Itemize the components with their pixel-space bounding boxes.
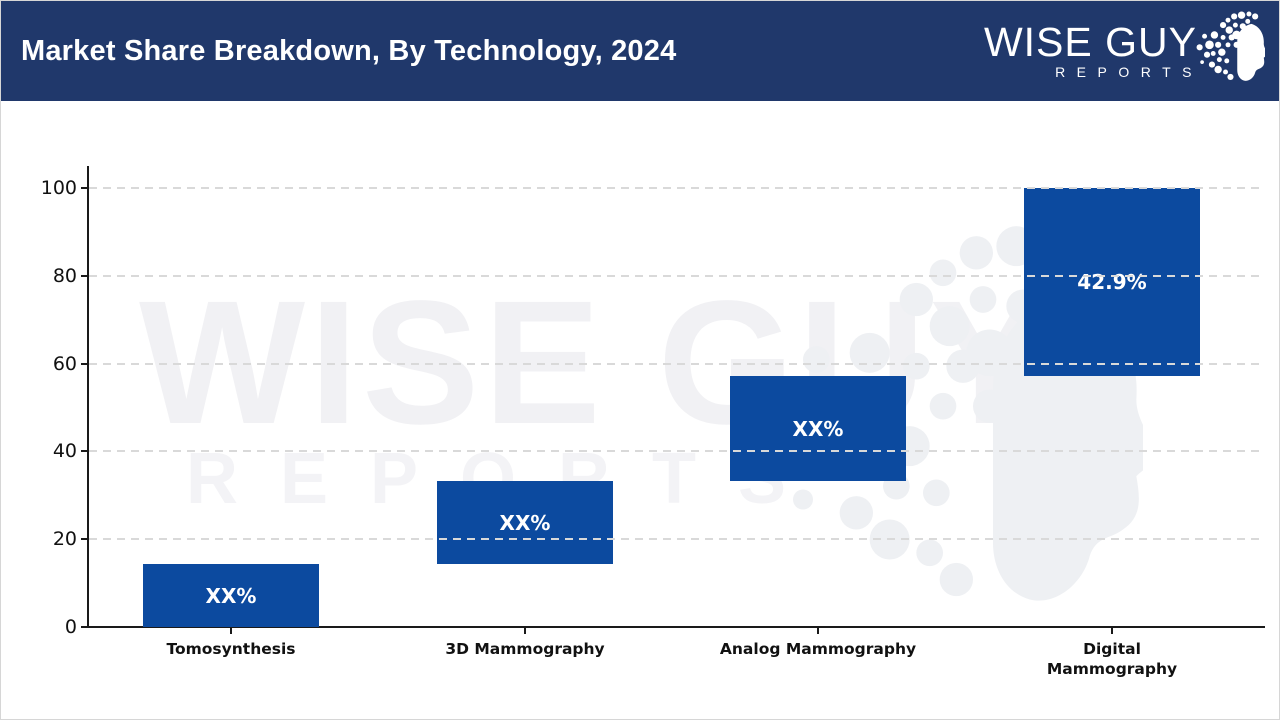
y-axis-tick-label: 100 <box>40 177 77 199</box>
gridline <box>89 274 1263 277</box>
bar-value-label: XX% <box>205 583 257 608</box>
gridline <box>89 187 1263 189</box>
page-title: Market Share Breakdown, By Technology, 2… <box>21 34 677 67</box>
wiseguy-logo: WISE GUY REPORTS <box>984 7 1279 95</box>
logo-subtitle: REPORTS <box>1055 64 1203 80</box>
x-axis-line <box>87 626 1265 628</box>
y-axis-line <box>87 166 89 628</box>
bar-segment: XX% <box>143 564 319 627</box>
category-label: Analog Mammography <box>719 640 917 658</box>
gridline <box>89 538 1263 541</box>
logo-wordmark: WISE GUY <box>983 19 1197 65</box>
category-label: Digital Mammography <box>1046 640 1178 678</box>
x-axis-tick <box>817 627 819 634</box>
header-band: Market Share Breakdown, By Technology, 2… <box>1 1 1279 101</box>
category-label: 3D Mammography <box>445 640 605 658</box>
y-axis-tick <box>81 450 89 453</box>
y-axis-tick-label: 0 <box>64 616 77 638</box>
y-axis-tick <box>81 274 89 277</box>
bar-value-label: 42.9% <box>1077 270 1147 295</box>
bar-value-label: XX% <box>792 416 844 441</box>
x-axis-tick <box>230 627 232 634</box>
y-axis-tick-label: 80 <box>52 264 77 287</box>
y-axis-tick-label: 20 <box>52 528 77 551</box>
y-axis-tick-label: 60 <box>52 352 77 375</box>
gridline <box>89 450 1263 453</box>
gridline <box>89 362 1263 365</box>
x-axis-tick <box>1111 627 1113 634</box>
y-axis-tick <box>81 538 89 541</box>
y-axis-tick-label: 40 <box>52 440 77 463</box>
y-axis-tick <box>81 187 89 189</box>
x-axis-tick <box>524 627 526 634</box>
category-label: Tomosynthesis <box>166 640 296 658</box>
bar-segment: XX% <box>437 480 613 565</box>
y-axis-tick <box>81 362 89 365</box>
bar-value-label: XX% <box>499 510 551 535</box>
bar-segment: XX% <box>730 376 906 481</box>
y-axis-tick <box>81 626 89 628</box>
bar-segment: 42.9% <box>1024 188 1200 377</box>
